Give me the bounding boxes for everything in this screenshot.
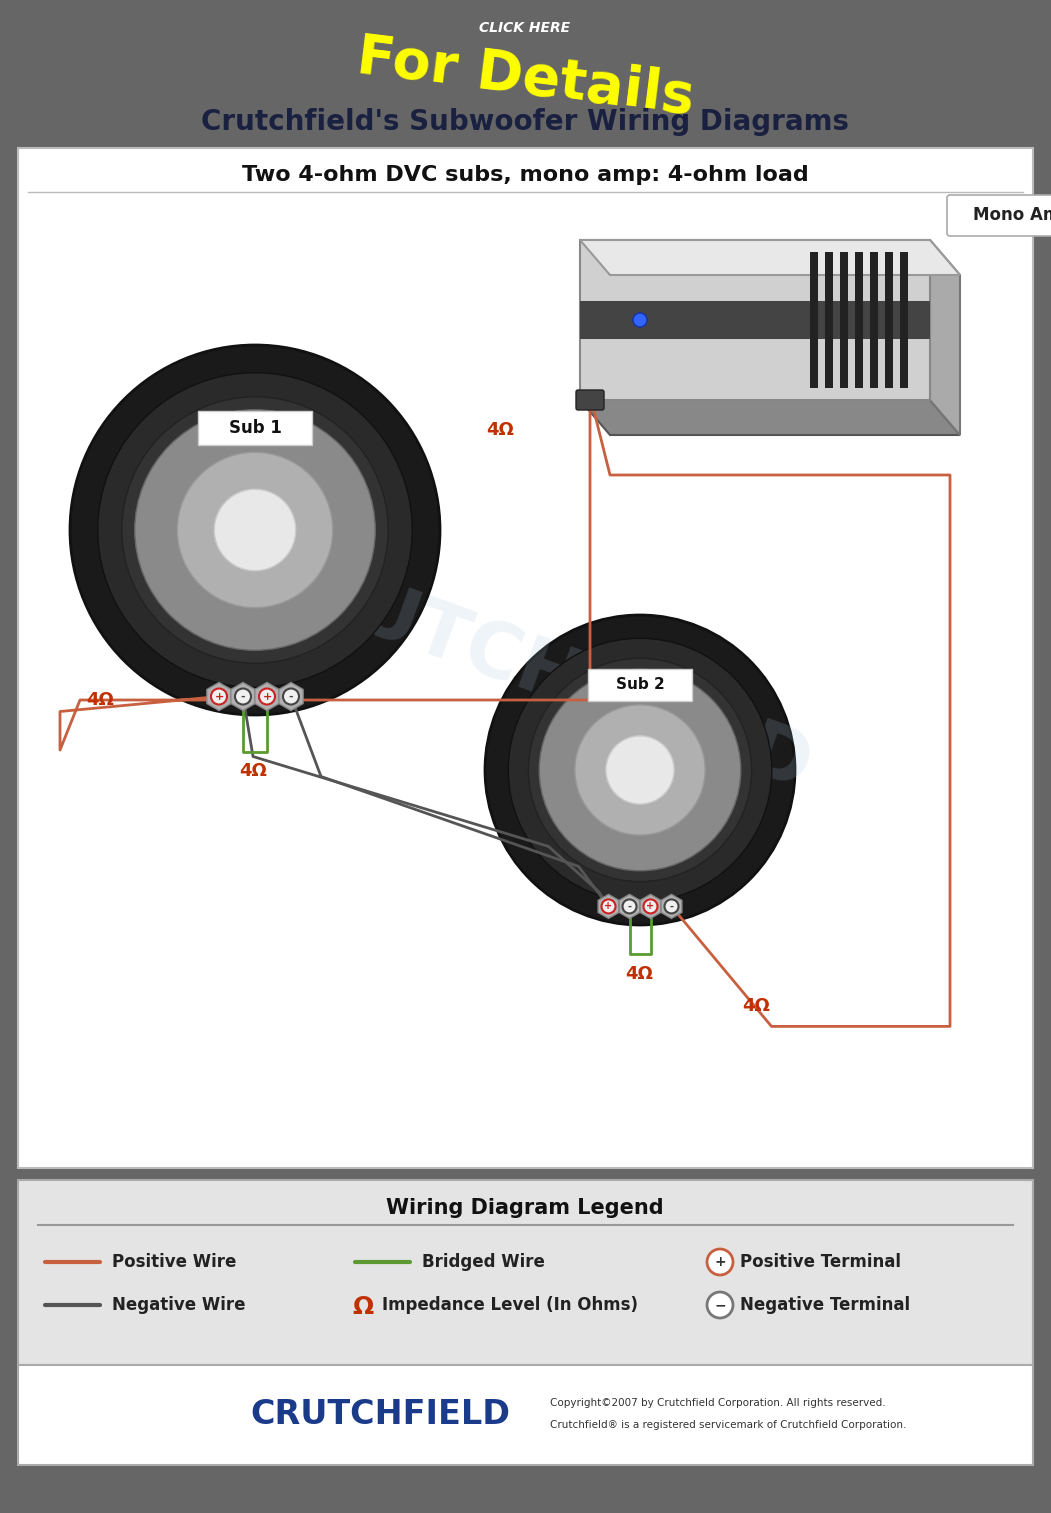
Text: +: + (604, 902, 613, 911)
Polygon shape (930, 241, 960, 436)
Text: Impedance Level (In Ohms): Impedance Level (In Ohms) (382, 1297, 638, 1313)
Circle shape (509, 638, 771, 902)
Text: -: - (241, 691, 245, 702)
Circle shape (122, 396, 388, 663)
Circle shape (633, 313, 647, 327)
Circle shape (135, 410, 375, 651)
FancyBboxPatch shape (18, 148, 1033, 1168)
Circle shape (283, 688, 298, 705)
Text: 4Ω: 4Ω (86, 691, 114, 710)
FancyBboxPatch shape (18, 1180, 1033, 1365)
FancyBboxPatch shape (588, 669, 692, 701)
Text: +: + (646, 902, 655, 911)
Text: Positive Terminal: Positive Terminal (740, 1253, 901, 1271)
Circle shape (575, 705, 705, 835)
Circle shape (259, 688, 275, 705)
Text: Ω: Ω (352, 1295, 373, 1319)
FancyBboxPatch shape (825, 253, 833, 387)
Text: 4Ω: 4Ω (486, 421, 514, 439)
Circle shape (214, 489, 295, 570)
Text: 4Ω: 4Ω (625, 965, 654, 983)
Text: -: - (669, 902, 674, 911)
Circle shape (485, 614, 795, 924)
FancyBboxPatch shape (0, 0, 1051, 148)
Text: Positive Wire: Positive Wire (112, 1253, 236, 1271)
Text: Wiring Diagram Legend: Wiring Diagram Legend (386, 1198, 664, 1218)
FancyBboxPatch shape (18, 1365, 1033, 1465)
Text: -: - (627, 902, 632, 911)
FancyBboxPatch shape (900, 253, 908, 387)
Circle shape (601, 899, 616, 914)
Text: 4Ω: 4Ω (239, 763, 267, 781)
FancyBboxPatch shape (198, 412, 312, 445)
Text: Negative Terminal: Negative Terminal (740, 1297, 910, 1313)
FancyBboxPatch shape (840, 253, 848, 387)
Text: CLICK HERE: CLICK HERE (479, 21, 571, 35)
Text: For Details: For Details (353, 30, 697, 126)
Circle shape (605, 735, 674, 803)
Circle shape (211, 688, 227, 705)
Polygon shape (580, 301, 930, 339)
Text: Bridged Wire: Bridged Wire (423, 1253, 544, 1271)
Polygon shape (580, 399, 960, 436)
Text: +: + (214, 691, 224, 702)
Text: -: - (289, 691, 293, 702)
Text: Sub 2: Sub 2 (616, 678, 664, 693)
Polygon shape (580, 241, 930, 399)
FancyBboxPatch shape (870, 253, 878, 387)
Text: Sub 1: Sub 1 (228, 419, 282, 437)
Circle shape (707, 1250, 733, 1275)
Polygon shape (580, 241, 960, 275)
Circle shape (622, 899, 637, 914)
Text: Crutchfield's Subwoofer Wiring Diagrams: Crutchfield's Subwoofer Wiring Diagrams (201, 107, 849, 136)
Circle shape (707, 1292, 733, 1318)
Circle shape (539, 669, 741, 871)
Text: Negative Wire: Negative Wire (112, 1297, 246, 1313)
Text: CRUTCHFIELD: CRUTCHFIELD (250, 1398, 510, 1431)
Text: Mono Amp: Mono Amp (973, 206, 1051, 224)
FancyBboxPatch shape (576, 390, 604, 410)
Text: −: − (715, 1298, 726, 1312)
Text: CRUTCHFIELD: CRUTCHFIELD (239, 534, 822, 806)
Text: Crutchfield® is a registered servicemark of Crutchfield Corporation.: Crutchfield® is a registered servicemark… (550, 1421, 906, 1430)
Circle shape (529, 658, 751, 882)
FancyBboxPatch shape (885, 253, 893, 387)
FancyBboxPatch shape (856, 253, 863, 387)
Circle shape (98, 372, 412, 687)
Text: +: + (715, 1254, 726, 1269)
Text: 4Ω: 4Ω (743, 997, 770, 1015)
Text: Two 4-ohm DVC subs, mono amp: 4-ohm load: Two 4-ohm DVC subs, mono amp: 4-ohm load (242, 165, 808, 185)
FancyBboxPatch shape (810, 253, 818, 387)
Circle shape (235, 688, 251, 705)
Circle shape (178, 452, 333, 608)
Circle shape (70, 345, 440, 716)
Circle shape (664, 899, 679, 914)
FancyBboxPatch shape (947, 195, 1051, 236)
Text: Copyright©2007 by Crutchfield Corporation. All rights reserved.: Copyright©2007 by Crutchfield Corporatio… (550, 1398, 886, 1409)
Text: +: + (263, 691, 271, 702)
Circle shape (643, 899, 658, 914)
